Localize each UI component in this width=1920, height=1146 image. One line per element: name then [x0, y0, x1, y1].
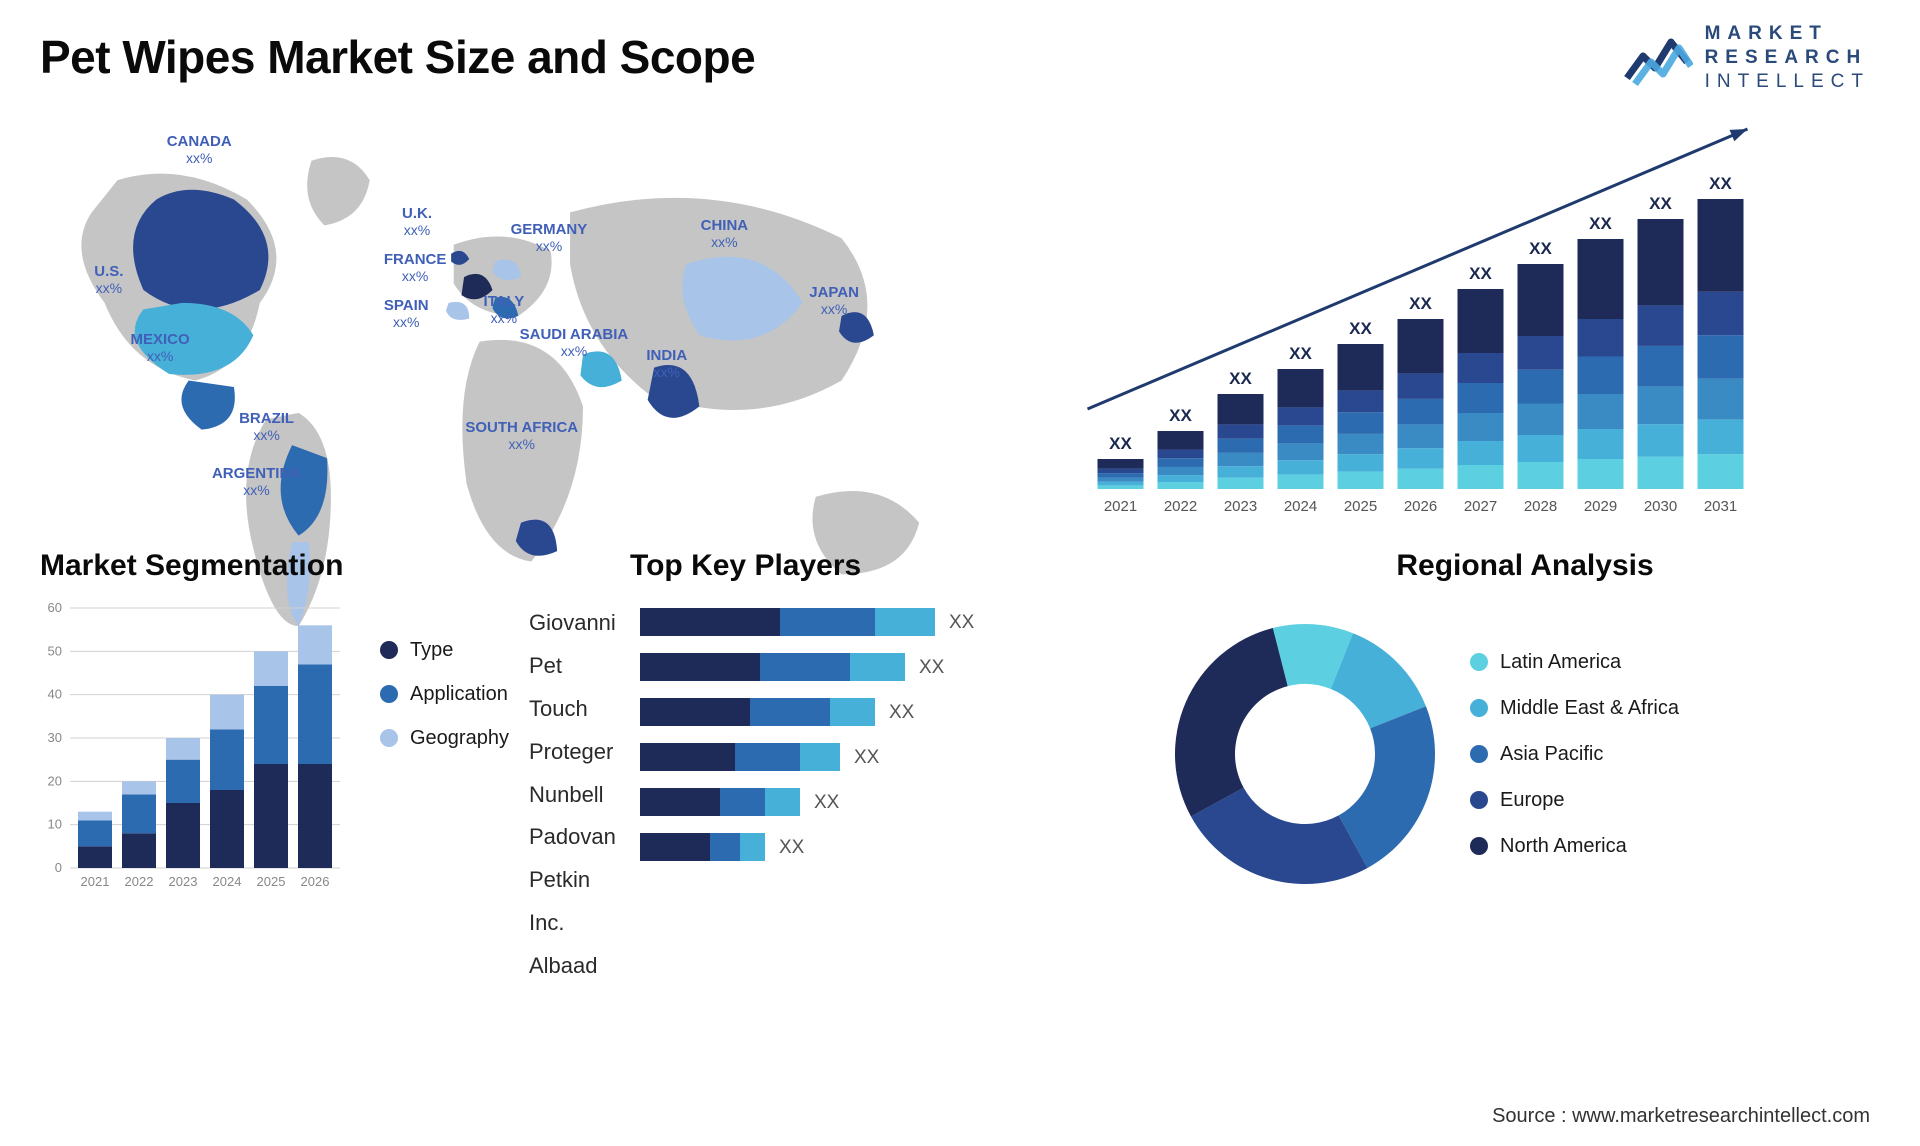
svg-text:XX: XX	[949, 612, 975, 633]
svg-text:XX: XX	[1649, 194, 1672, 213]
brand-logo: MARKET RESEARCH INTELLECT	[1623, 22, 1870, 93]
growth-stacked-bar-chart: XX XX XX XX XX XX XX XX XX XX XX 2021 2022 2023 2024 2…	[975, 109, 1880, 529]
svg-text:2027: 2027	[1464, 498, 1497, 515]
map-label-germany: GERMANYxx%	[511, 222, 588, 253]
map-label-china: CHINAxx%	[701, 218, 749, 249]
segmentation-legend: TypeApplicationGeography	[380, 598, 509, 988]
svg-text:XX: XX	[1529, 239, 1552, 258]
regional-legend: Latin AmericaMiddle East & AfricaAsia Pa…	[1470, 639, 1679, 869]
svg-text:2025: 2025	[1344, 498, 1377, 515]
key-players-title: Top Key Players	[630, 549, 1140, 583]
svg-text:2025: 2025	[257, 874, 286, 889]
svg-text:2030: 2030	[1644, 498, 1677, 515]
map-label-u-s-: U.S.xx%	[94, 264, 123, 295]
regional-panel: Regional Analysis Latin AmericaMiddle Ea…	[1170, 549, 1880, 909]
svg-text:XX: XX	[889, 702, 915, 723]
svg-text:XX: XX	[1349, 319, 1372, 338]
key-players-panel: Top Key Players XX XX XX XX XX XX	[630, 549, 1140, 909]
map-label-india: INDIAxx%	[646, 348, 687, 379]
svg-text:2023: 2023	[169, 874, 198, 889]
player-nunbell: Nunbell	[529, 774, 616, 817]
svg-text:2028: 2028	[1524, 498, 1557, 515]
svg-text:XX: XX	[1589, 214, 1612, 233]
svg-text:XX: XX	[1709, 174, 1732, 193]
svg-text:XX: XX	[1289, 344, 1312, 363]
logo-text: MARKET RESEARCH INTELLECT	[1705, 22, 1870, 93]
svg-text:2026: 2026	[301, 874, 330, 889]
map-label-argentina: ARGENTINAxx%	[212, 466, 301, 497]
svg-text:XX: XX	[779, 837, 805, 858]
region-legend-europe: Europe	[1470, 777, 1679, 823]
player-list: GiovanniPet TouchProtegerNunbellPadovanP…	[529, 598, 616, 988]
seg-legend-geography: Geography	[380, 716, 509, 760]
map-label-saudi-arabia: SAUDI ARABIAxx%	[520, 327, 629, 358]
player-padovan: Padovan	[529, 816, 616, 859]
svg-text:2026: 2026	[1404, 498, 1437, 515]
svg-text:2023: 2023	[1224, 498, 1257, 515]
region-legend-latin-america: Latin America	[1470, 639, 1679, 685]
player-proteger: Proteger	[529, 731, 616, 774]
seg-legend-type: Type	[380, 628, 509, 672]
player-pet-touch: Pet Touch	[529, 645, 616, 731]
map-label-france: FRANCExx%	[384, 252, 447, 283]
svg-text:20: 20	[48, 773, 62, 788]
svg-text:30: 30	[48, 730, 62, 745]
svg-text:2024: 2024	[1284, 498, 1317, 515]
svg-text:2031: 2031	[1704, 498, 1737, 515]
map-label-u-k-: U.K.xx%	[402, 206, 432, 237]
svg-text:XX: XX	[814, 792, 840, 813]
source-attribution: Source : www.marketresearchintellect.com	[1492, 1105, 1870, 1128]
svg-text:2021: 2021	[81, 874, 110, 889]
map-label-spain: SPAINxx%	[384, 298, 429, 329]
seg-legend-application: Application	[380, 672, 509, 716]
segmentation-title: Market Segmentation	[40, 549, 600, 583]
svg-text:60: 60	[48, 600, 62, 615]
svg-text:50: 50	[48, 643, 62, 658]
map-label-mexico: MEXICOxx%	[131, 332, 190, 363]
player-albaad: Albaad	[529, 945, 616, 988]
svg-text:XX: XX	[1469, 264, 1492, 283]
key-players-chart: XX XX XX XX XX XX	[630, 598, 1140, 898]
svg-text:XX: XX	[854, 747, 880, 768]
svg-text:2022: 2022	[125, 874, 154, 889]
svg-text:XX: XX	[1409, 294, 1432, 313]
growth-chart-panel: XX XX XX XX XX XX XX XX XX XX XX 2021 2022 2023 2024 2…	[975, 109, 1880, 529]
svg-text:2021: 2021	[1104, 498, 1137, 515]
segmentation-panel: Market Segmentation 0 10 20 30 40 50 60 2021 202…	[40, 549, 600, 909]
svg-text:XX: XX	[919, 657, 945, 678]
map-label-brazil: BRAZILxx%	[239, 411, 294, 442]
regional-donut-chart	[1170, 619, 1440, 889]
map-label-canada: CANADAxx%	[167, 134, 232, 165]
map-label-japan: JAPANxx%	[809, 285, 859, 316]
map-label-south-africa: SOUTH AFRICAxx%	[465, 420, 578, 451]
svg-text:2022: 2022	[1164, 498, 1197, 515]
region-legend-north-america: North America	[1470, 823, 1679, 869]
segmentation-chart: 0 10 20 30 40 50 60 2021 2022 2023 2024 2025 2026	[40, 598, 360, 988]
svg-text:0: 0	[55, 860, 62, 875]
svg-text:40: 40	[48, 687, 62, 702]
svg-text:2024: 2024	[213, 874, 242, 889]
svg-text:XX: XX	[1169, 406, 1192, 425]
svg-text:XX: XX	[1109, 434, 1132, 453]
map-label-italy: ITALYxx%	[483, 294, 524, 325]
region-legend-asia-pacific: Asia Pacific	[1470, 731, 1679, 777]
svg-text:2029: 2029	[1584, 498, 1617, 515]
logo-mark-icon	[1623, 28, 1693, 88]
player-giovanni: Giovanni	[529, 602, 616, 645]
region-legend-middle-east-africa: Middle East & Africa	[1470, 685, 1679, 731]
svg-text:XX: XX	[1229, 369, 1252, 388]
svg-text:10: 10	[48, 817, 62, 832]
player-petkin-inc-: Petkin Inc.	[529, 859, 616, 945]
page-title: Pet Wipes Market Size and Scope	[40, 30, 1880, 84]
world-map-panel: CANADAxx% U.S.xx% MEXICOxx% BRAZILxx% ARGENT…	[40, 109, 945, 529]
regional-title: Regional Analysis	[1170, 549, 1880, 583]
